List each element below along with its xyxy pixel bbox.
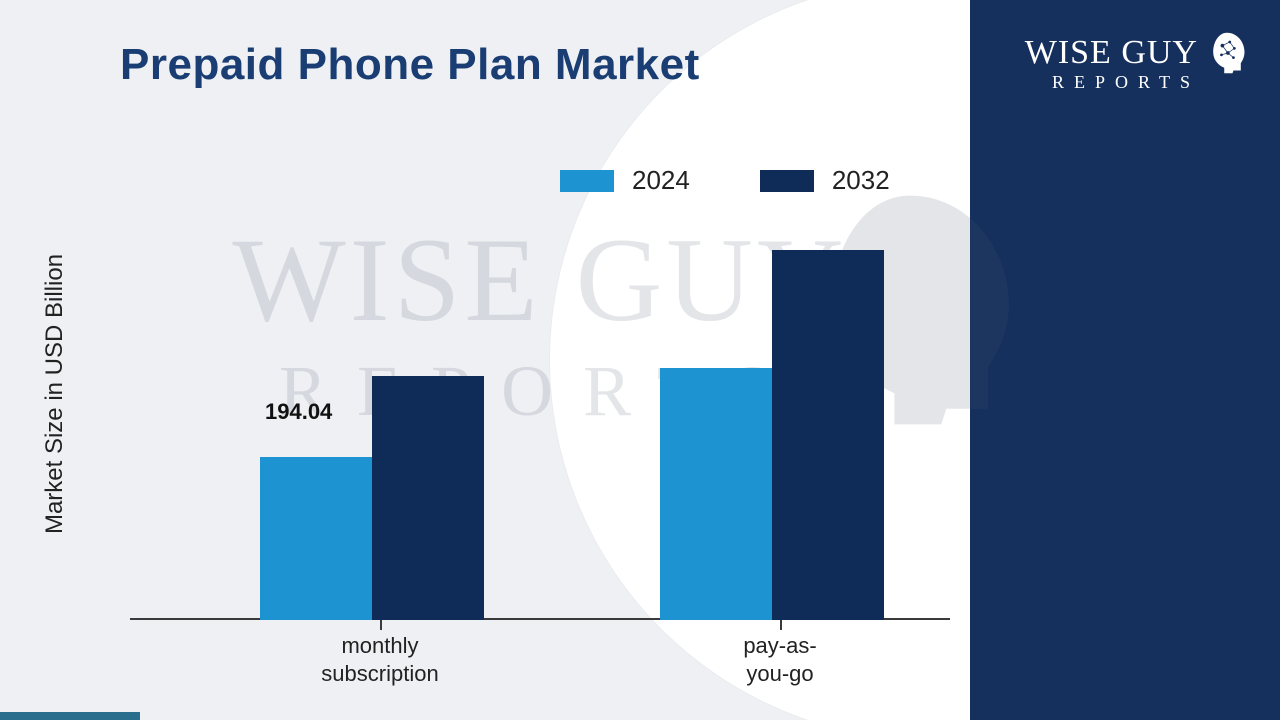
legend-label-2032: 2032 <box>832 165 890 196</box>
brand-line1: WISE GUY <box>1025 34 1198 72</box>
xlabel-payg: pay-as- you-go <box>690 632 870 687</box>
brand-band <box>970 0 1280 720</box>
bar-payg-2032 <box>772 250 884 620</box>
brand-logo: WISE GUY REPORTS <box>1025 30 1250 93</box>
bar-monthly-2032 <box>372 376 484 620</box>
chart-title: Prepaid Phone Plan Market <box>120 40 700 90</box>
bar-group-payg: pay-as- you-go <box>660 250 900 620</box>
plot-area: monthly subscription pay-as- you-go 194.… <box>130 200 950 620</box>
bar-monthly-2024 <box>260 457 372 620</box>
y-axis-label: Market Size in USD Billion <box>41 254 69 534</box>
value-label-194: 194.04 <box>265 399 332 425</box>
bar-payg-2024 <box>660 368 772 620</box>
legend-label-2024: 2024 <box>632 165 690 196</box>
legend-item-2024: 2024 <box>560 165 690 196</box>
xlabel-monthly: monthly subscription <box>290 632 470 687</box>
legend-swatch-2032 <box>760 170 814 192</box>
brand-head-icon <box>1204 30 1250 76</box>
accent-bar <box>0 712 140 720</box>
legend-swatch-2024 <box>560 170 614 192</box>
legend: 2024 2032 <box>560 165 890 196</box>
legend-item-2032: 2032 <box>760 165 890 196</box>
tick-payg <box>780 620 782 630</box>
chart-stage: Prepaid Phone Plan Market WISE GUY REPOR… <box>0 0 1280 720</box>
tick-monthly <box>380 620 382 630</box>
